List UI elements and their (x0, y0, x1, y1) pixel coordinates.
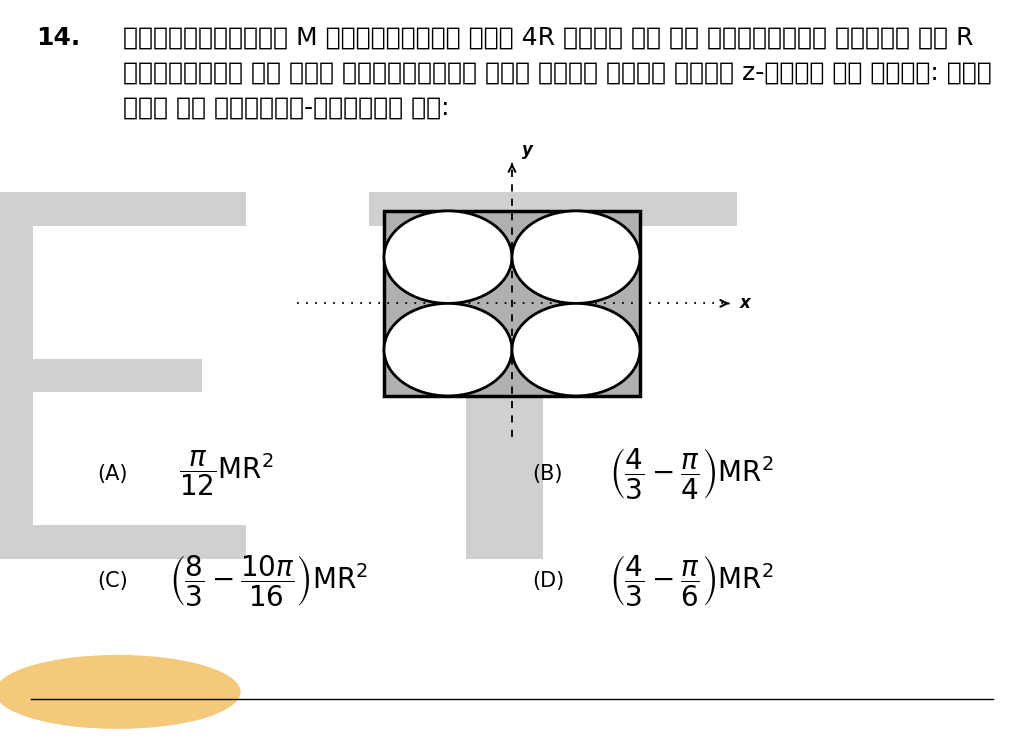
Text: (B): (B) (532, 463, 563, 484)
Text: (A): (A) (97, 463, 128, 484)
Text: चित्रानुसार M द्रव्यमान तथा 4R भुजा की एक वर्गाकार प्लेट से R: चित्रानुसार M द्रव्यमान तथा 4R भुजा की ए… (123, 26, 973, 50)
Bar (0, 525, 246, 559)
Text: $\dfrac{\pi}{12}\mathrm{MR}^2$: $\dfrac{\pi}{12}\mathrm{MR}^2$ (179, 448, 273, 499)
Text: x: x (739, 295, 750, 312)
Bar (0, 192, 33, 559)
Ellipse shape (0, 655, 241, 729)
Bar (466, 226, 543, 559)
Circle shape (512, 303, 640, 396)
Text: भाग का जड़त्व-आघूर्ण है:: भाग का जड़त्व-आघूर्ण है: (123, 95, 450, 119)
Bar (384, 211, 640, 396)
Text: 14.: 14. (36, 26, 80, 50)
Text: (D): (D) (532, 571, 564, 591)
Bar (369, 192, 737, 226)
Text: $\left(\dfrac{8}{3}-\dfrac{10\pi}{16}\right)\mathrm{MR}^2$: $\left(\dfrac{8}{3}-\dfrac{10\pi}{16}\ri… (169, 554, 368, 608)
Circle shape (384, 211, 512, 303)
Bar (0, 359, 202, 392)
Text: (C): (C) (97, 571, 128, 591)
Text: $\left(\dfrac{4}{3}-\dfrac{\pi}{6}\right)\mathrm{MR}^2$: $\left(\dfrac{4}{3}-\dfrac{\pi}{6}\right… (609, 554, 774, 608)
Bar (0, 192, 246, 226)
Text: y: y (522, 141, 534, 159)
Text: $\left(\dfrac{4}{3}-\dfrac{\pi}{4}\right)\mathrm{MR}^2$: $\left(\dfrac{4}{3}-\dfrac{\pi}{4}\right… (609, 446, 774, 501)
Text: त्रिज्या के चार वृत्ताकार भाग काटे जाते हैं। z-अक्ष के परित: शेष: त्रिज्या के चार वृत्ताकार भाग काटे जाते … (123, 61, 991, 84)
Circle shape (384, 303, 512, 396)
Circle shape (512, 211, 640, 303)
